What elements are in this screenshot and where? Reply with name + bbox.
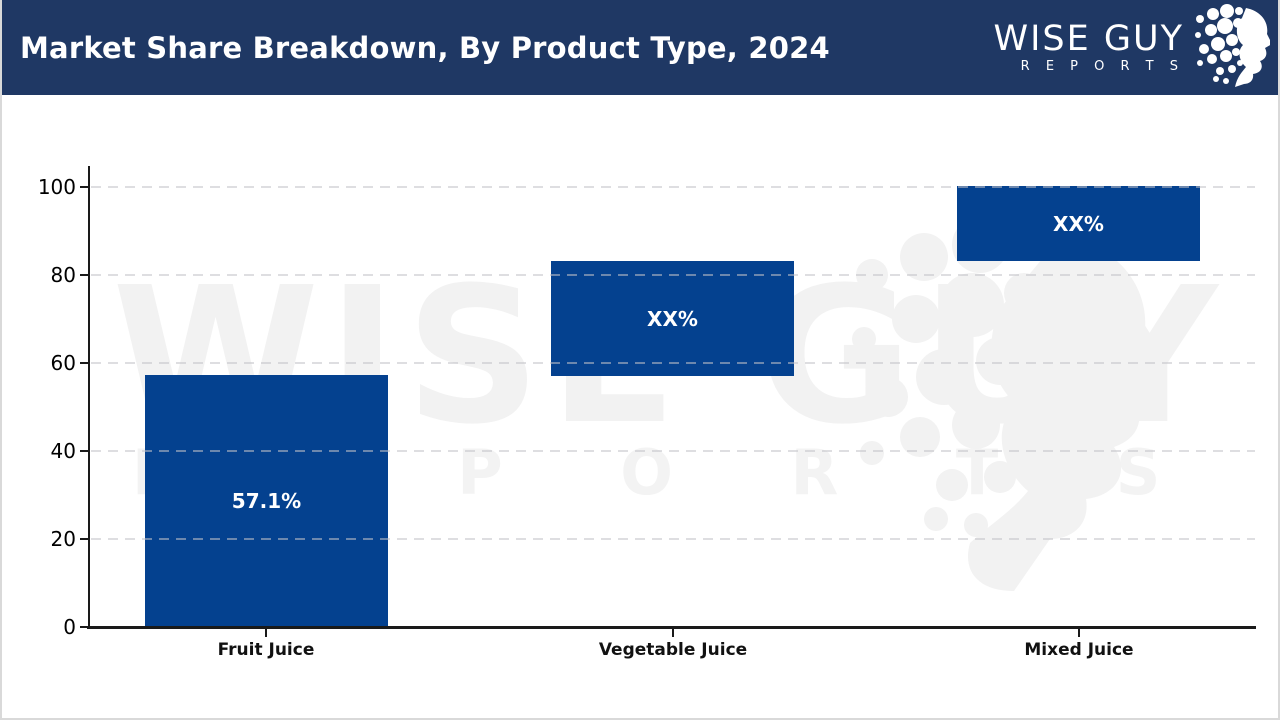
- y-tick-label-80: 80: [50, 263, 76, 287]
- y-tick-label-60: 60: [50, 351, 76, 375]
- y-tick: [80, 274, 89, 276]
- gridline-100: [91, 186, 1255, 188]
- bar-fruit-juice: 57.1%: [145, 375, 388, 627]
- y-tick-label-100: 100: [37, 175, 76, 199]
- wiseguy-head-icon: [1190, 3, 1272, 93]
- brand-name: WISE GUY: [993, 19, 1184, 59]
- bar-value-label: XX%: [647, 306, 698, 331]
- gridline-20: [91, 538, 1255, 540]
- bar-vegetable-juice: XX%: [551, 261, 794, 376]
- bar-mixed-juice: XX%: [957, 186, 1200, 261]
- brand-subtitle: R E P O R T S: [1020, 59, 1184, 74]
- gridline-40: [91, 450, 1255, 452]
- x-label-mixed-juice: Mixed Juice: [1024, 640, 1134, 660]
- brand-logo-text: WISE GUY R E P O R T S: [993, 21, 1184, 75]
- bar-value-label: XX%: [1053, 211, 1104, 236]
- y-tick: [80, 450, 89, 452]
- y-tick-label-0: 0: [63, 615, 76, 639]
- x-tick: [1078, 629, 1080, 637]
- bar-value-label: 57.1%: [231, 489, 302, 513]
- x-tick: [672, 629, 674, 637]
- gridline-60: [91, 362, 1255, 364]
- y-tick-label-40: 40: [50, 439, 76, 463]
- brand-logo: WISE GUY R E P O R T S: [993, 3, 1272, 93]
- x-label-fruit-juice: Fruit Juice: [217, 640, 315, 660]
- y-tick: [80, 362, 89, 364]
- x-label-vegetable-juice: Vegetable Juice: [598, 640, 748, 660]
- y-tick-label-20: 20: [50, 527, 76, 551]
- y-tick: [80, 538, 89, 540]
- page-title: Market Share Breakdown, By Product Type,…: [20, 30, 830, 65]
- gridline-80: [91, 274, 1255, 276]
- y-tick: [80, 626, 89, 628]
- y-tick: [80, 186, 89, 188]
- x-tick: [265, 629, 267, 637]
- x-axis-line: [87, 626, 1256, 629]
- y-axis-line: [88, 166, 90, 628]
- watermark-head-icon: [832, 215, 1162, 599]
- header-bar: Market Share Breakdown, By Product Type,…: [2, 0, 1278, 95]
